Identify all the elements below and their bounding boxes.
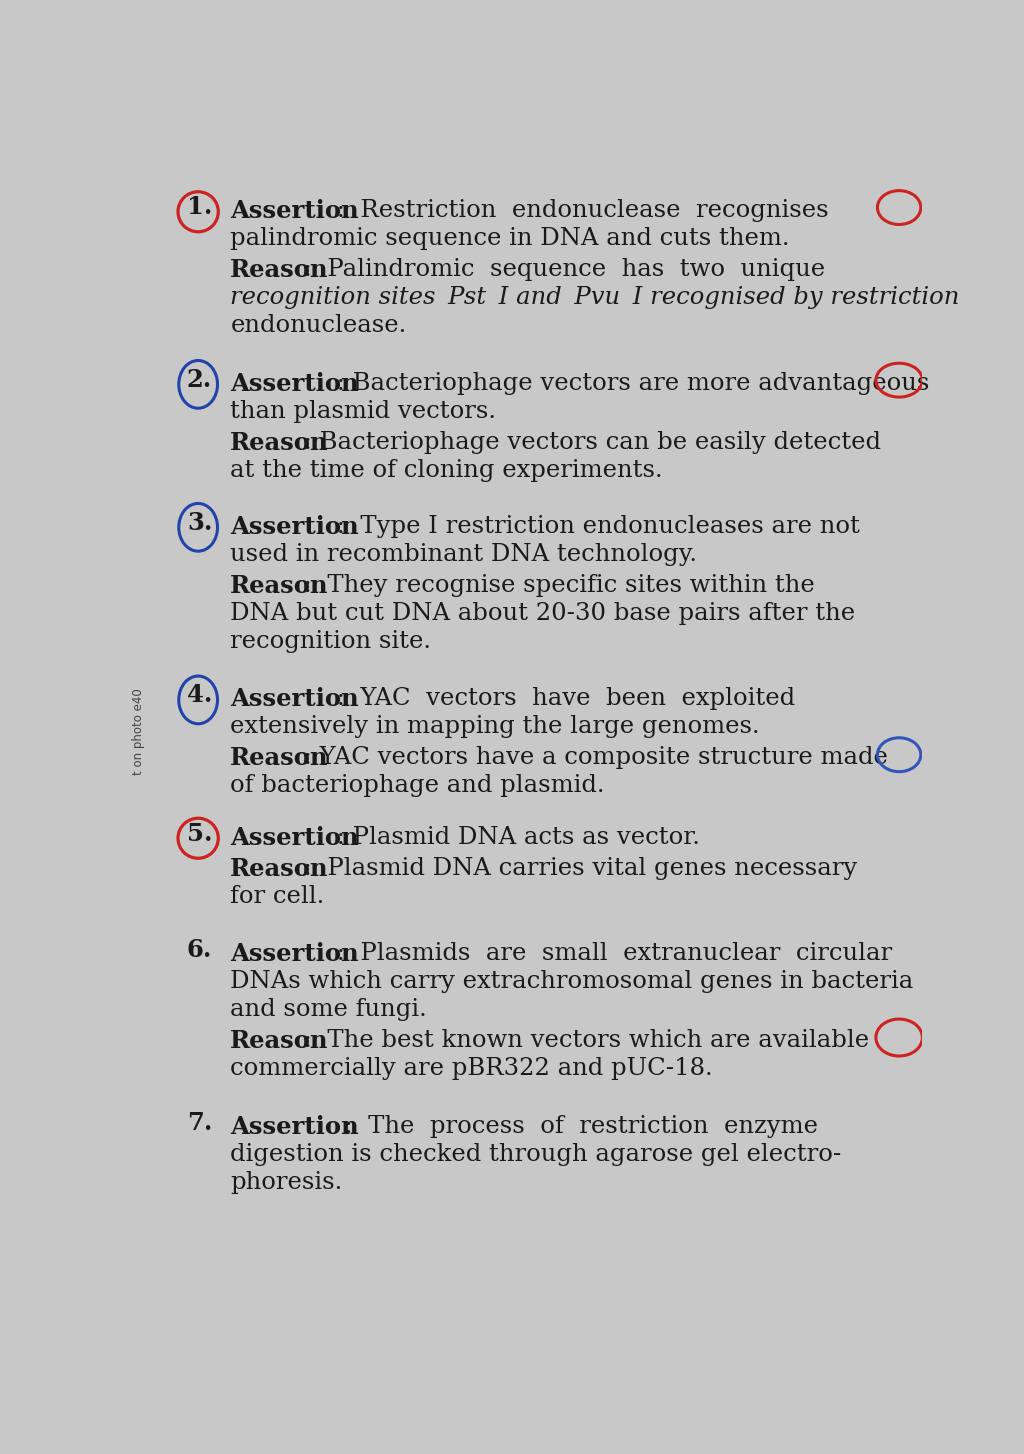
Text: 4.: 4. bbox=[187, 683, 212, 707]
Text: :  YAC  vectors  have  been  exploited: : YAC vectors have been exploited bbox=[329, 688, 796, 710]
Text: Reason: Reason bbox=[230, 574, 329, 598]
Text: of bacteriophage and plasmid.: of bacteriophage and plasmid. bbox=[230, 775, 605, 797]
Text: t on photo e40: t on photo e40 bbox=[131, 689, 144, 775]
Text: Reason: Reason bbox=[230, 746, 329, 771]
Text: : YAC vectors have a composite structure made: : YAC vectors have a composite structure… bbox=[296, 746, 888, 769]
Text: :  The best known vectors which are available: : The best known vectors which are avail… bbox=[296, 1029, 869, 1053]
Text: 6.: 6. bbox=[187, 938, 212, 963]
Text: palindromic sequence in DNA and cuts them.: palindromic sequence in DNA and cuts the… bbox=[230, 227, 790, 250]
Text: 3.: 3. bbox=[187, 510, 212, 535]
Text: 5.: 5. bbox=[187, 822, 212, 846]
Text: : Bacteriophage vectors are more advantageous: : Bacteriophage vectors are more advanta… bbox=[329, 372, 930, 394]
Text: 2.: 2. bbox=[187, 368, 212, 391]
Text: commercially are pBR322 and pUC-18.: commercially are pBR322 and pUC-18. bbox=[230, 1057, 713, 1080]
Text: phoresis.: phoresis. bbox=[230, 1170, 343, 1194]
Text: Assertion: Assertion bbox=[230, 372, 359, 395]
Text: :  Type I restriction endonucleases are not: : Type I restriction endonucleases are n… bbox=[329, 515, 860, 538]
Text: Assertion: Assertion bbox=[230, 826, 359, 849]
Text: Assertion: Assertion bbox=[230, 942, 359, 965]
Text: Assertion: Assertion bbox=[230, 515, 359, 538]
Text: DNAs which carry extrachromosomal genes in bacteria: DNAs which carry extrachromosomal genes … bbox=[230, 970, 913, 993]
Text: 7.: 7. bbox=[187, 1111, 212, 1134]
Text: Reason: Reason bbox=[230, 1029, 329, 1053]
Text: :  The  process  of  restriction  enzyme: : The process of restriction enzyme bbox=[329, 1115, 818, 1137]
Text: :  Plasmids  are  small  extranuclear  circular: : Plasmids are small extranuclear circul… bbox=[329, 942, 892, 965]
Text: endonuclease.: endonuclease. bbox=[230, 314, 407, 337]
Text: :  Palindromic  sequence  has  two  unique: : Palindromic sequence has two unique bbox=[296, 259, 825, 281]
Text: :  Restriction  endonuclease  recognises: : Restriction endonuclease recognises bbox=[329, 199, 828, 222]
Text: extensively in mapping the large genomes.: extensively in mapping the large genomes… bbox=[230, 715, 760, 739]
Text: digestion is checked through agarose gel electro-: digestion is checked through agarose gel… bbox=[230, 1143, 842, 1166]
Text: Assertion: Assertion bbox=[230, 1115, 359, 1138]
Text: 1.: 1. bbox=[187, 195, 212, 220]
Text: : Bacteriophage vectors can be easily detected: : Bacteriophage vectors can be easily de… bbox=[296, 430, 882, 454]
Text: for cell.: for cell. bbox=[230, 884, 325, 907]
Text: Reason: Reason bbox=[230, 856, 329, 881]
Text: Reason: Reason bbox=[230, 259, 329, 282]
Text: and some fungi.: and some fungi. bbox=[230, 999, 427, 1021]
Text: Assertion: Assertion bbox=[230, 199, 359, 222]
Text: : Plasmid DNA acts as vector.: : Plasmid DNA acts as vector. bbox=[329, 826, 700, 849]
Text: used in recombinant DNA technology.: used in recombinant DNA technology. bbox=[230, 542, 697, 566]
Text: Reason: Reason bbox=[230, 430, 329, 455]
Text: :  They recognise specific sites within the: : They recognise specific sites within t… bbox=[296, 574, 815, 596]
Text: Assertion: Assertion bbox=[230, 688, 359, 711]
Text: recognition sites  Pst  I and  Pvu  I recognised by restriction: recognition sites Pst I and Pvu I recogn… bbox=[230, 286, 959, 310]
Text: DNA but cut DNA about 20-30 base pairs after the: DNA but cut DNA about 20-30 base pairs a… bbox=[230, 602, 855, 625]
Text: recognition site.: recognition site. bbox=[230, 630, 431, 653]
Text: :  Plasmid DNA carries vital genes necessary: : Plasmid DNA carries vital genes necess… bbox=[296, 856, 857, 880]
Text: at the time of cloning experiments.: at the time of cloning experiments. bbox=[230, 459, 663, 481]
Text: than plasmid vectors.: than plasmid vectors. bbox=[230, 400, 497, 423]
